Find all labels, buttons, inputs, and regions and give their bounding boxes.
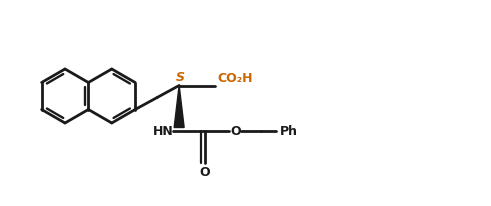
- Text: Ph: Ph: [280, 124, 298, 137]
- Text: O: O: [200, 165, 211, 178]
- Text: CO₂H: CO₂H: [218, 72, 253, 85]
- Text: O: O: [231, 124, 242, 137]
- Text: HN: HN: [153, 124, 173, 137]
- Text: S: S: [176, 71, 185, 84]
- Polygon shape: [174, 86, 184, 128]
